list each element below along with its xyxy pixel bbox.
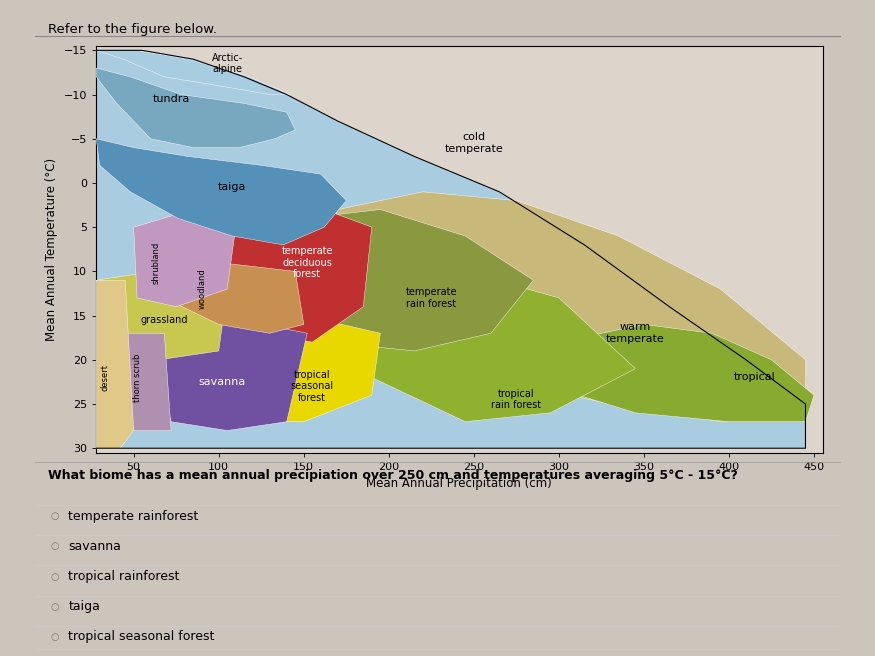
Text: ○: ○: [51, 632, 60, 642]
Polygon shape: [147, 316, 307, 430]
Text: taiga: taiga: [68, 600, 100, 613]
Polygon shape: [134, 209, 235, 307]
Text: tropical
rain forest: tropical rain forest: [491, 389, 542, 411]
Polygon shape: [202, 316, 381, 422]
Text: savanna: savanna: [68, 540, 121, 553]
Polygon shape: [210, 201, 372, 342]
Polygon shape: [154, 262, 304, 333]
Text: cold
temperate: cold temperate: [444, 133, 503, 154]
Text: tropical
seasonal
forest: tropical seasonal forest: [290, 370, 334, 403]
X-axis label: Mean Annual Precipitation (cm): Mean Annual Precipitation (cm): [367, 477, 552, 490]
Text: tropical seasonal forest: tropical seasonal forest: [68, 630, 214, 644]
Y-axis label: Mean Annual Temperature (°C): Mean Annual Temperature (°C): [46, 157, 59, 341]
Polygon shape: [372, 272, 635, 422]
Text: woodland: woodland: [197, 269, 206, 310]
Polygon shape: [96, 139, 346, 245]
Text: desert: desert: [101, 364, 109, 391]
Text: ○: ○: [51, 511, 60, 522]
Text: thorn scrub: thorn scrub: [133, 354, 142, 401]
Text: tundra: tundra: [152, 94, 190, 104]
Text: grassland: grassland: [141, 315, 188, 325]
Text: What biome has a mean annual precipiation over 250 cm and temperatures averaging: What biome has a mean annual precipiatio…: [48, 469, 738, 482]
Polygon shape: [287, 209, 534, 351]
Polygon shape: [96, 280, 134, 448]
Text: ○: ○: [51, 602, 60, 612]
Text: temperate rainforest: temperate rainforest: [68, 510, 199, 523]
Polygon shape: [96, 51, 290, 94]
Text: taiga: taiga: [218, 182, 247, 192]
Text: temperate
rain forest: temperate rain forest: [405, 287, 457, 309]
Text: tropical: tropical: [733, 373, 775, 382]
Text: ○: ○: [51, 571, 60, 582]
Text: temperate
deciduous
forest: temperate deciduous forest: [282, 246, 332, 279]
Polygon shape: [96, 272, 228, 359]
Polygon shape: [550, 325, 814, 422]
Polygon shape: [120, 333, 172, 430]
Text: savanna: savanna: [199, 377, 246, 387]
Text: shrubland: shrubland: [151, 241, 160, 283]
Polygon shape: [96, 68, 295, 148]
Text: warm
temperate: warm temperate: [606, 323, 665, 344]
Text: ○: ○: [51, 541, 60, 552]
Text: tropical rainforest: tropical rainforest: [68, 570, 179, 583]
Polygon shape: [312, 192, 806, 422]
Polygon shape: [96, 51, 806, 448]
Text: Refer to the figure below.: Refer to the figure below.: [48, 23, 217, 36]
Text: Arctic-
alpine: Arctic- alpine: [212, 52, 243, 74]
